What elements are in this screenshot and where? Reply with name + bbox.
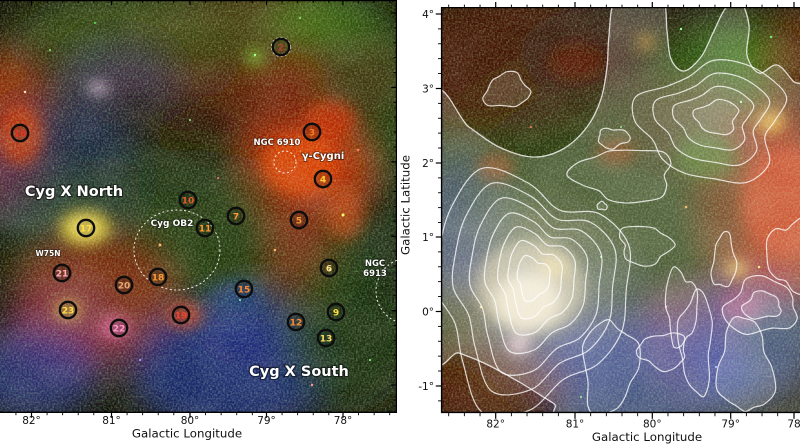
contour-level [721, 274, 798, 336]
tick-label: 80° [181, 415, 200, 427]
contour-level [566, 149, 672, 204]
contour-level [468, 197, 603, 376]
contour-level [671, 85, 755, 151]
contour-level [581, 318, 641, 413]
tick-label: 0° [422, 306, 434, 318]
tick-label: 79° [721, 418, 740, 430]
contour-level [597, 127, 631, 150]
contour-level [631, 59, 788, 184]
tick-label: -1° [418, 381, 434, 393]
tick-label: 81° [566, 418, 585, 430]
contour-level [710, 230, 738, 288]
contour-level [765, 217, 800, 296]
tick-label: 82° [486, 418, 505, 430]
contour-level [740, 290, 782, 320]
contour-level [652, 72, 771, 167]
contour-level [596, 200, 608, 211]
contour-level [482, 70, 532, 108]
tick-label: 80° [643, 418, 662, 430]
right-xlabel: Galactic Longitude [592, 430, 702, 444]
contour-level [676, 288, 713, 398]
co-contour-overlay [441, 7, 800, 413]
tick-label: 4° [422, 9, 434, 21]
contour-level [451, 182, 617, 396]
tick-label: 78° [334, 415, 353, 427]
contour-level [618, 225, 676, 267]
right-ylabel: Galactic Latitude [399, 155, 413, 255]
contour-level [715, 315, 777, 413]
left-image-panel [0, 0, 397, 412]
contour-level [664, 266, 699, 349]
tick-label: 3° [422, 83, 434, 95]
tick-label: 79° [257, 415, 276, 427]
tick-label: 2° [422, 158, 434, 170]
right-image-panel [441, 7, 800, 413]
tick-label: 1° [422, 232, 434, 244]
contour-level [692, 98, 740, 136]
left-nebula-image [0, 0, 397, 412]
tick-label: 81° [102, 415, 121, 427]
left-xlabel: Galactic Longitude [132, 427, 242, 441]
tick-label: 82° [22, 415, 41, 427]
contour-level [516, 254, 551, 303]
tick-label: 78 [787, 418, 800, 430]
